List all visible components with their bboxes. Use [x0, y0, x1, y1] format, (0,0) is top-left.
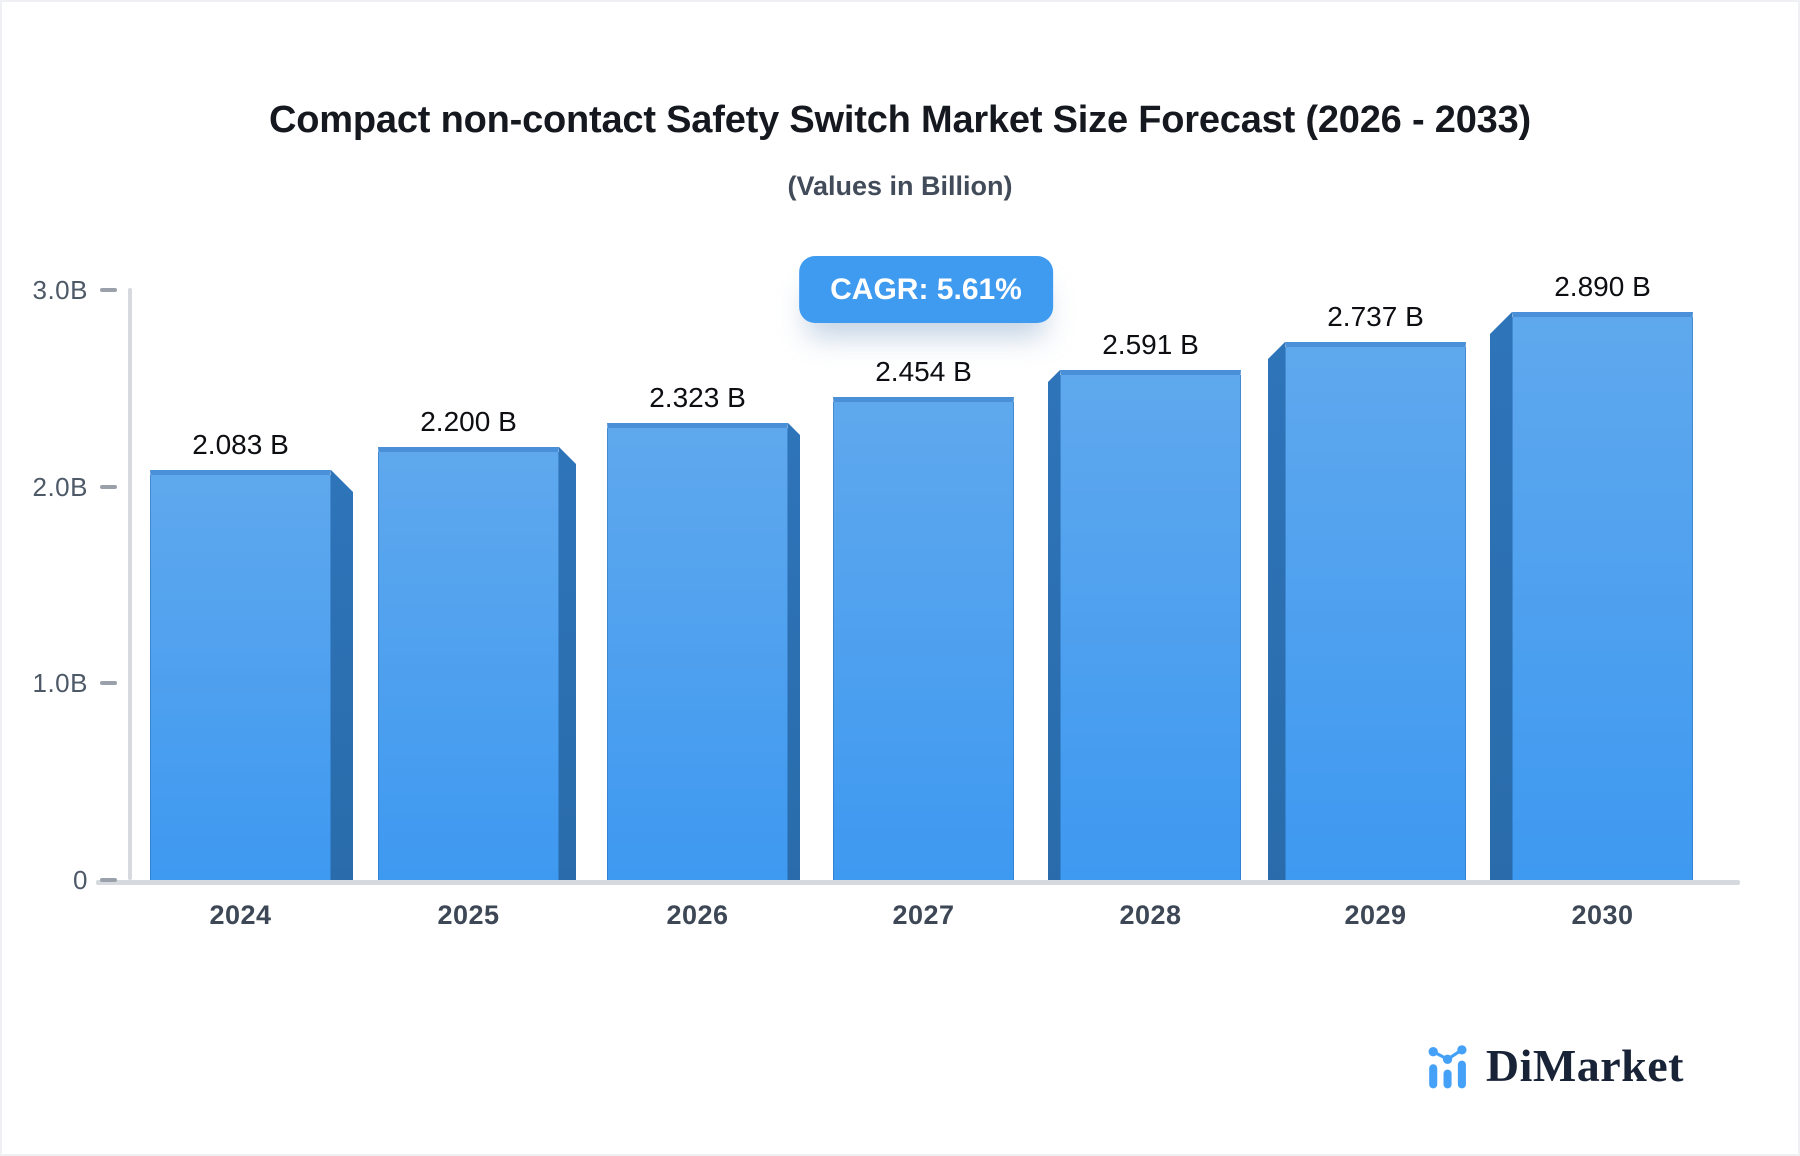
bar-face-2026 [607, 423, 788, 880]
x-tick-label: 2026 [666, 900, 729, 930]
bar-value-label: 2.890 B [1554, 271, 1651, 302]
brand-logo-icon [1428, 1045, 1467, 1089]
x-tick-label: 2030 [1571, 900, 1634, 930]
bar-2028 [1048, 370, 1241, 880]
bar-value-label: 2.737 B [1327, 301, 1424, 332]
bar-2025 [378, 447, 576, 880]
bar-side-face-2025 [559, 447, 576, 880]
x-tick-label: 2028 [1119, 900, 1182, 930]
y-tick-label: 1.0B [32, 668, 88, 699]
x-axis-line [96, 880, 1740, 885]
bar-side-face-2026 [788, 423, 800, 880]
x-tick-label: 2029 [1344, 900, 1407, 930]
bar-side-face-2028 [1048, 370, 1060, 880]
bar-value-label: 2.323 B [649, 382, 746, 413]
y-tick-dash [100, 288, 117, 292]
bar-side-face-2030 [1490, 312, 1512, 880]
bar-face-2028 [1060, 370, 1241, 880]
bar-value-label: 2.200 B [420, 406, 517, 437]
brand-logo-text: DiMarket [1485, 1040, 1684, 1091]
bar-value-label: 2.454 B [875, 356, 972, 387]
y-axis-line [128, 288, 132, 880]
bar-2026 [607, 423, 800, 880]
bar-side-face-2029 [1268, 342, 1285, 880]
bar-value-label: 2.591 B [1102, 329, 1199, 360]
chart-title: Compact non-contact Safety Switch Market… [269, 99, 1531, 141]
bar-2024 [150, 470, 353, 880]
bar-face-2029 [1285, 342, 1466, 880]
brand-logo: DiMarket [1423, 1038, 1684, 1094]
y-tick-label: 3.0B [32, 275, 88, 305]
x-tick-label: 2025 [437, 900, 500, 930]
bar-2030 [1490, 312, 1693, 880]
bar-2029 [1268, 342, 1466, 880]
bar-face-2025 [378, 447, 559, 880]
y-tick-dash [100, 484, 117, 489]
x-tick-label: 2024 [209, 900, 272, 930]
bar-side-face-2024 [331, 470, 353, 880]
x-tick-label: 2027 [892, 900, 955, 930]
cagr-badge: CAGR: 5.61% [799, 256, 1053, 323]
y-tick-dash [100, 681, 117, 686]
bar-2027 [833, 397, 1014, 880]
bar-value-label: 2.083 B [192, 429, 289, 460]
chart-subtitle: (Values in Billion) [787, 171, 1013, 201]
bar-face-2024 [150, 470, 331, 880]
bar-face-2030 [1512, 312, 1693, 880]
bar-face-2027 [833, 397, 1014, 880]
y-tick-label: 2.0B [32, 471, 88, 502]
y-tick-label: 0 [73, 865, 88, 895]
y-tick-dash [100, 878, 117, 882]
